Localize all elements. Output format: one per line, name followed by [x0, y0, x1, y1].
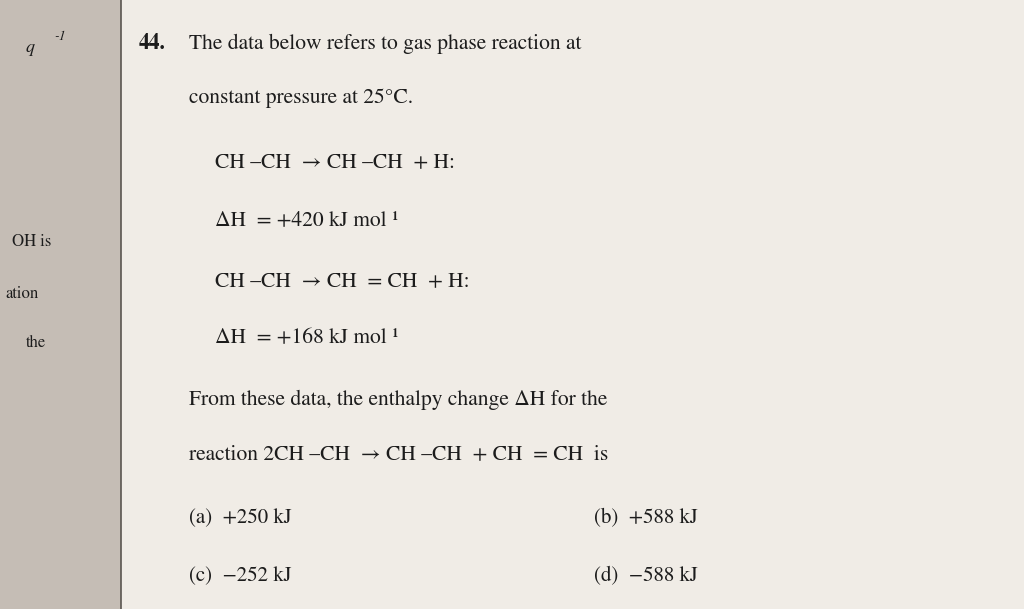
Text: constant pressure at 25°C.: constant pressure at 25°C. — [189, 88, 414, 108]
Text: the: the — [26, 335, 46, 351]
Text: -1: -1 — [54, 30, 66, 43]
Text: q: q — [26, 40, 35, 57]
Text: ΔH₁ = +420 kJ mol⁻¹: ΔH₁ = +420 kJ mol⁻¹ — [215, 210, 398, 230]
Text: (d)  −588 kJ: (d) −588 kJ — [594, 566, 697, 586]
Text: CH₃–CH₃ → CH₃–CH₂ + H:: CH₃–CH₃ → CH₃–CH₂ + H: — [215, 152, 455, 172]
Text: ation: ation — [5, 286, 38, 302]
Text: reaction 2CH₃–CH₂ → CH₃–CH₃ + CH₂ = CH₂ is: reaction 2CH₃–CH₂ → CH₃–CH₃ + CH₂ = CH₂ … — [189, 445, 608, 464]
Text: (b)  +588 kJ: (b) +588 kJ — [594, 509, 697, 528]
Text: (a)  +250 kJ: (a) +250 kJ — [189, 509, 292, 528]
Text: (c)  −252 kJ: (c) −252 kJ — [189, 566, 292, 586]
Text: From these data, the enthalpy change ΔH for the: From these data, the enthalpy change ΔH … — [189, 390, 608, 410]
Text: 44.: 44. — [138, 33, 165, 54]
Text: ΔH₂ = +168 kJ mol⁻¹: ΔH₂ = +168 kJ mol⁻¹ — [215, 329, 398, 348]
Text: CH₃–CH₂ → CH₂ = CH₂ + H:: CH₃–CH₂ → CH₂ = CH₂ + H: — [215, 271, 470, 290]
Text: OH is: OH is — [12, 234, 51, 250]
Text: The data below refers to gas phase reaction at: The data below refers to gas phase react… — [189, 33, 582, 54]
Bar — [0, 0, 121, 609]
